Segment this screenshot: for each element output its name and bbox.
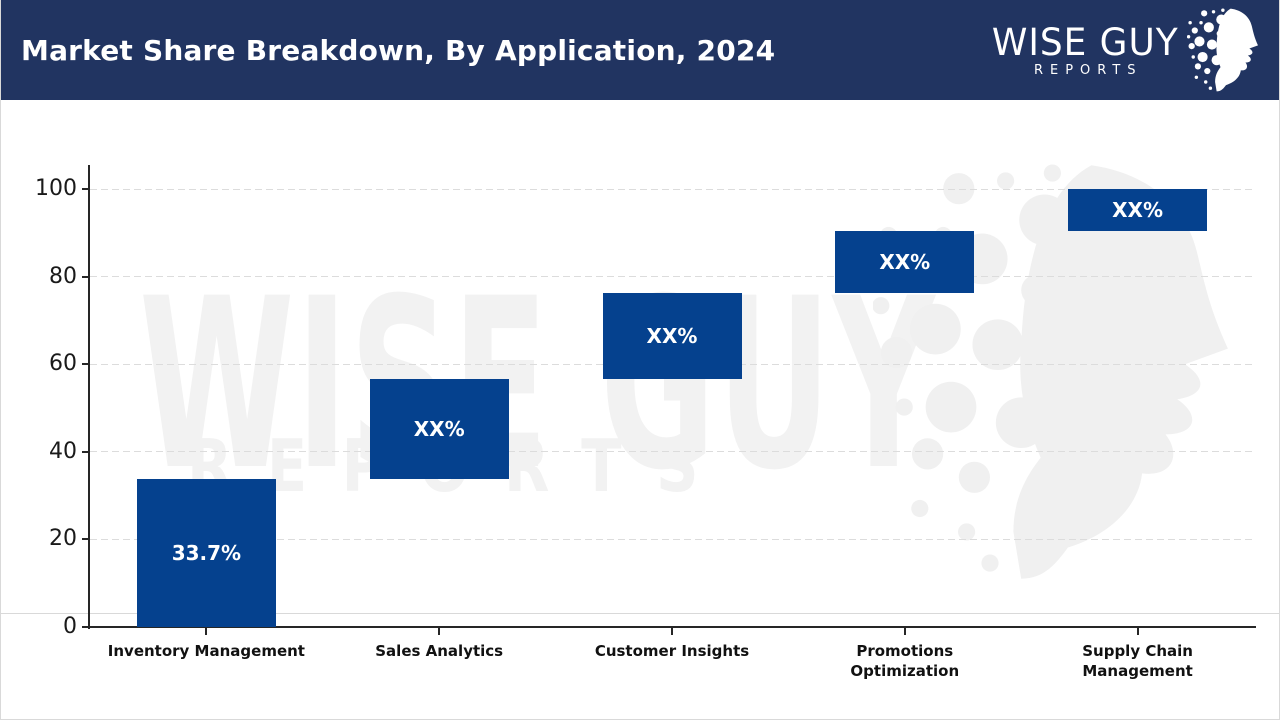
y-tick-mark — [82, 626, 88, 628]
x-category-label-inventory-management: Inventory Management — [107, 642, 305, 660]
bar-value-label: 33.7% — [171, 541, 242, 566]
x-category-label-sales-analytics: Sales Analytics — [375, 642, 504, 660]
x-tick-mark — [903, 628, 906, 635]
bar-supply-chain-management: XX% — [1068, 189, 1208, 232]
gridline-20 — [90, 538, 1254, 540]
y-tick-mark — [82, 188, 88, 190]
plot-area: 0 20 40 60 80 100 33.7% Inventory Management XX%… — [1, 100, 1279, 713]
bar-inventory-management: 33.7% — [136, 479, 276, 627]
logo-wordmark: WISE GUY — [991, 20, 1179, 64]
x-category-label-customer-insights: Customer Insights — [594, 642, 750, 660]
bar-value-label: XX% — [646, 323, 698, 348]
x-tick-mark — [205, 628, 208, 635]
y-tick-label: 0 — [63, 614, 77, 639]
y-tick-label: 40 — [49, 438, 77, 464]
bar-sales-analytics: XX% — [369, 378, 509, 480]
bar-value-label: XX% — [413, 417, 465, 441]
header: Market Share Breakdown, By Application, … — [1, 0, 1279, 100]
bar-promotions-optimization: XX% — [835, 231, 975, 294]
gridline-100 — [90, 188, 1254, 190]
page-title: Market Share Breakdown, By Application, … — [21, 33, 776, 67]
bar-value-label: XX% — [879, 250, 931, 275]
x-tick-mark — [671, 628, 673, 635]
watermark-wordmark: WISE GUY — [139, 249, 936, 522]
y-tick-mark — [82, 363, 88, 366]
logo-text: WISE GUY REPORTS — [989, 24, 1181, 77]
y-tick-label: 100 — [35, 176, 77, 201]
gridline-40 — [90, 451, 1254, 453]
wiseguy-logo: WISE GUY REPORTS — [989, 4, 1265, 96]
y-tick-mark — [82, 450, 88, 453]
x-category-label-promotions-optimization: Promotions Optimization — [850, 642, 960, 681]
y-tick-mark — [82, 275, 88, 278]
x-tick-mark — [438, 628, 441, 635]
y-tick-label: 80 — [49, 263, 77, 289]
bar-customer-insights: XX% — [602, 293, 742, 379]
logo-subtitle: REPORTS — [1033, 62, 1143, 78]
y-tick-label: 20 — [49, 526, 77, 552]
chart: WISE GUY REPORTS 02040608010033.7%Invent… — [1, 100, 1279, 713]
y-tick-mark — [82, 538, 88, 541]
x-category-label-supply-chain-management: Supply Chain Management — [1082, 642, 1193, 681]
y-tick-label: 60 — [49, 351, 77, 377]
x-axis-line — [88, 626, 1256, 628]
x-tick-mark — [1136, 628, 1139, 635]
bottom-divider — [1, 613, 1279, 614]
gridline-80 — [90, 276, 1254, 278]
logo-head-icon — [1187, 8, 1258, 92]
bar-value-label: XX% — [1112, 198, 1164, 223]
y-axis-line — [88, 165, 90, 629]
